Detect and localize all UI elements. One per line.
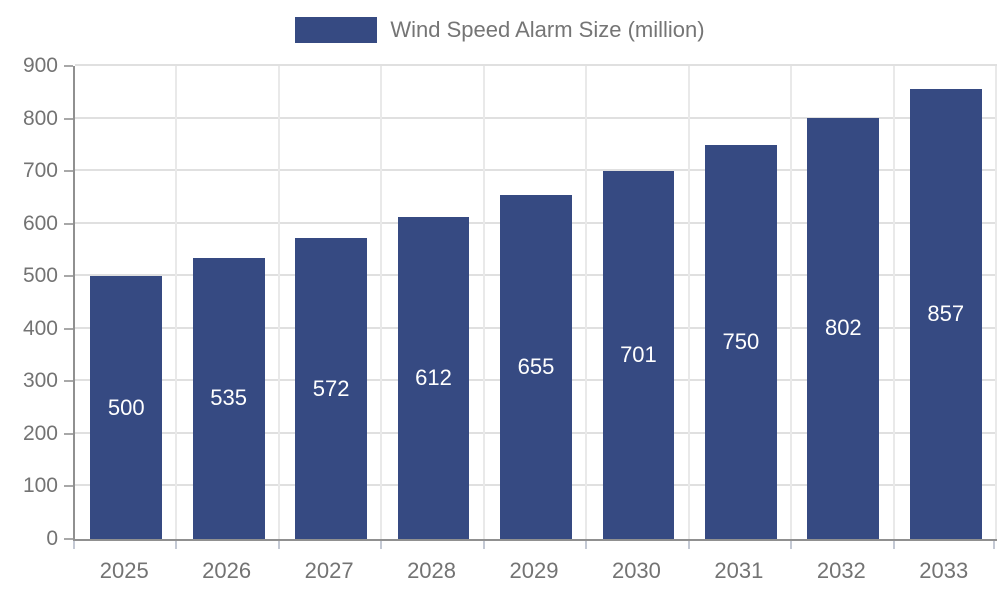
x-tick-label: 2030 <box>611 558 661 583</box>
x-tick <box>790 541 793 549</box>
x-tick-label: 2032 <box>816 558 866 583</box>
gridline-v <box>482 66 485 539</box>
y-tick <box>64 117 73 120</box>
y-tick-label: 400 <box>22 316 58 340</box>
gridline-v <box>995 66 997 539</box>
x-tick-label: 2033 <box>919 558 969 583</box>
x-tick <box>892 541 895 549</box>
bar[interactable] <box>909 88 982 539</box>
y-tick <box>64 485 73 488</box>
gridline-v <box>380 66 383 539</box>
y-tick <box>64 432 73 435</box>
y-tick-label: 300 <box>22 369 58 393</box>
x-tick <box>482 541 485 549</box>
x-tick-label: 2031 <box>714 558 764 583</box>
x-tick-label: 2027 <box>304 558 354 583</box>
x-tick-label: 2026 <box>202 558 252 583</box>
bar[interactable] <box>192 257 265 539</box>
y-tick <box>64 222 73 225</box>
x-tick-label: 2028 <box>407 558 457 583</box>
legend-swatch-icon <box>295 17 378 43</box>
bar[interactable] <box>295 238 367 539</box>
gridline-v <box>277 66 280 539</box>
legend-label: Wind Speed Alarm Size (million) <box>390 17 705 42</box>
bar[interactable] <box>807 117 880 539</box>
y-tick-label: 200 <box>22 421 58 445</box>
legend[interactable]: Wind Speed Alarm Size (million) <box>0 15 1000 45</box>
y-tick-label: 800 <box>22 106 58 130</box>
bar[interactable] <box>705 144 777 539</box>
gridline-v <box>687 66 690 539</box>
bar[interactable] <box>602 170 675 539</box>
gridline-h <box>75 116 997 119</box>
bar[interactable] <box>500 194 572 539</box>
x-tick-label: 2029 <box>509 558 559 583</box>
y-tick <box>64 65 73 67</box>
x-tick <box>277 541 280 549</box>
x-tick <box>687 541 690 549</box>
y-tick <box>64 538 73 540</box>
x-tick-label: 2025 <box>99 558 149 583</box>
y-tick <box>64 380 73 383</box>
gridline-h <box>75 169 997 172</box>
y-tick <box>64 170 73 173</box>
y-tick-label: 900 <box>22 54 58 77</box>
y-tick-label: 100 <box>22 474 58 498</box>
y-tick <box>64 327 73 330</box>
bar[interactable] <box>397 217 470 539</box>
gridline-h <box>75 64 997 66</box>
y-tick-label: 600 <box>22 211 58 235</box>
x-tick <box>175 541 178 549</box>
x-tick <box>73 541 75 549</box>
gridline-v <box>585 66 588 539</box>
plot-area: 500 535 572 612 655 701 750 802 857 <box>73 64 997 541</box>
gridline-v <box>790 66 793 539</box>
bar[interactable] <box>90 276 163 539</box>
x-tick <box>585 541 588 549</box>
x-tick <box>380 541 383 549</box>
gridline-v <box>892 66 895 539</box>
gridline-v <box>175 66 178 539</box>
y-tick-label: 0 <box>46 527 58 550</box>
y-tick-label: 700 <box>22 159 58 183</box>
x-tick <box>993 541 995 549</box>
y-tick <box>64 275 73 278</box>
y-tick-label: 500 <box>22 264 58 288</box>
